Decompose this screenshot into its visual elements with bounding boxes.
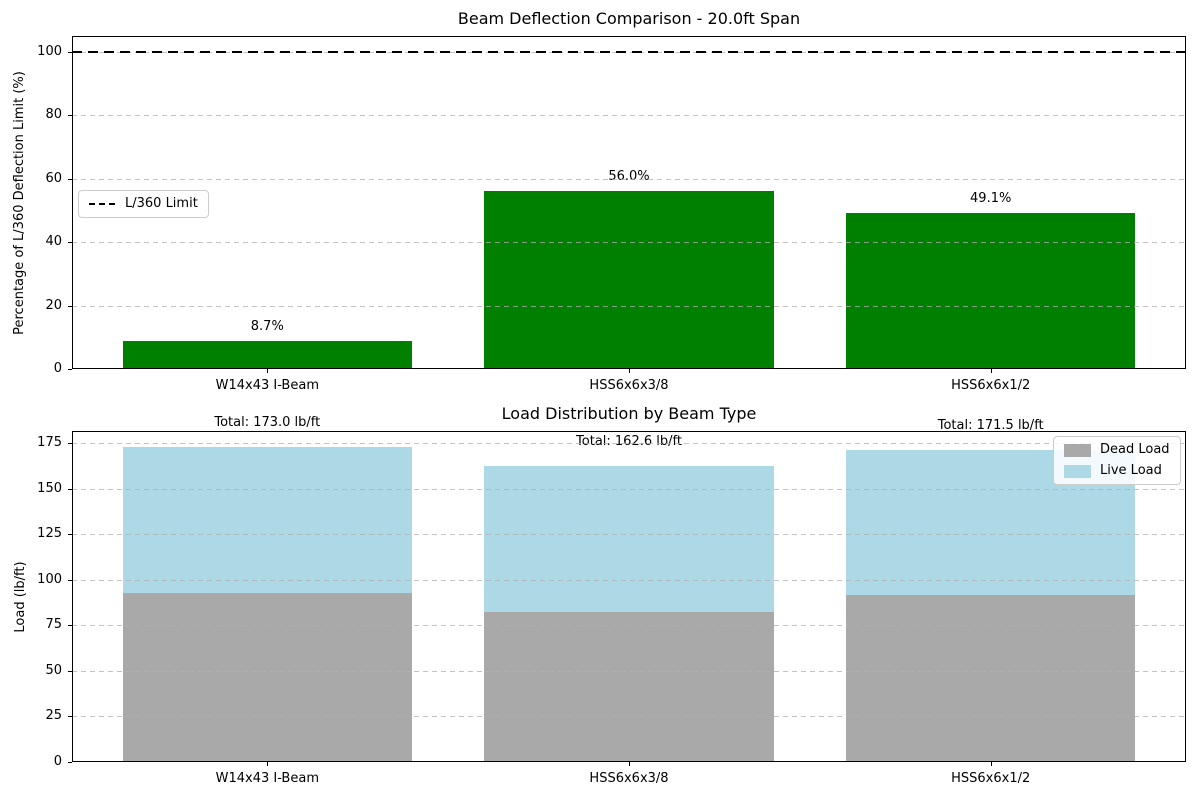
bar-value-label: 8.7% [250, 319, 284, 335]
total-label: Total: 173.0 lb/ft [214, 415, 321, 431]
legend-label: Live Load [1100, 463, 1162, 478]
bar [846, 213, 1136, 369]
gridline [72, 242, 1186, 244]
legend-label: L/360 Limit [125, 196, 198, 211]
y-tick-mark [68, 670, 72, 672]
legend-label: Dead Load [1100, 442, 1170, 457]
gridline [72, 579, 1186, 581]
x-tick-mark [990, 369, 992, 373]
x-tick-label: HSS6x6x1/2 [951, 771, 1031, 786]
y-tick-mark [68, 579, 72, 581]
y-tick-label: 20 [45, 297, 62, 313]
legend-swatch-icon [1064, 443, 1091, 457]
y-tick-label: 60 [45, 170, 62, 186]
x-tick-mark [267, 369, 269, 373]
y-tick-mark [68, 534, 72, 536]
y-tick-mark [68, 443, 72, 445]
legend: L/360 Limit [78, 190, 209, 218]
x-tick-mark [990, 762, 992, 766]
limit-line [72, 50, 1186, 53]
bar-value-label: 49.1% [970, 191, 1012, 207]
x-tick-mark [629, 762, 630, 766]
legend-swatch-icon [1064, 464, 1091, 478]
legend-entry: L/360 Limit [89, 196, 198, 212]
y-tick-mark [68, 488, 72, 490]
y-tick-mark [68, 369, 72, 370]
y-tick-label: 150 [37, 480, 62, 496]
bar [122, 341, 412, 369]
y-tick-mark [68, 51, 72, 53]
stacked-bar-segment [122, 446, 412, 593]
stacked-bar-segment [846, 595, 1136, 762]
stacked-bar-segment [484, 465, 774, 612]
x-tick-label: HSS6x6x3/8 [589, 378, 669, 393]
gridline [72, 443, 1186, 445]
gridline [72, 115, 1186, 117]
y-tick-label: 175 [37, 435, 62, 451]
x-tick-label: W14x43 I-Beam [215, 771, 319, 786]
gridline [72, 670, 1186, 672]
y-tick-label: 80 [45, 107, 62, 123]
gridline [72, 716, 1186, 718]
x-tick-label: HSS6x6x3/8 [589, 771, 669, 786]
y-tick-label: 75 [45, 617, 62, 633]
x-tick-label: W14x43 I-Beam [215, 378, 319, 393]
legend-dash-icon [89, 203, 116, 205]
bar-value-label: 56.0% [608, 169, 650, 185]
y-tick-label: 100 [37, 571, 62, 587]
y-tick-label: 40 [45, 234, 62, 250]
gridline [72, 488, 1186, 490]
y-tick-label: 50 [45, 662, 62, 678]
y-tick-mark [68, 115, 72, 117]
y-tick-label: 25 [45, 708, 62, 724]
y-tick-mark [68, 242, 72, 244]
y-tick-mark [68, 625, 72, 627]
x-tick-mark [629, 369, 630, 373]
y-tick-label: 0 [53, 361, 62, 376]
y-tick-label: 100 [37, 43, 62, 59]
gridline [72, 305, 1186, 307]
deflection-chart-title: Beam Deflection Comparison - 20.0ft Span [457, 9, 801, 28]
y-tick-mark [68, 762, 72, 763]
gridline [72, 625, 1186, 627]
y-tick-mark [68, 178, 72, 180]
legend-entry: Dead Load [1064, 442, 1170, 458]
gridline [72, 178, 1186, 180]
stacked-bar-segment [122, 592, 412, 762]
legend-entry: Live Load [1064, 463, 1170, 479]
bar [484, 191, 774, 369]
x-tick-mark [267, 762, 269, 766]
legend: Dead Load Live Load [1053, 436, 1181, 485]
total-label: Total: 162.6 lb/ft [576, 434, 682, 450]
y-tick-mark [68, 716, 72, 718]
x-tick-label: HSS6x6x1/2 [951, 378, 1031, 393]
y-tick-label: 125 [37, 526, 62, 542]
total-label: Total: 171.5 lb/ft [937, 418, 1044, 434]
stacked-bar-segment [484, 611, 774, 762]
gridline [72, 534, 1186, 536]
y-tick-label: 0 [53, 754, 62, 769]
load-chart-title: Load Distribution by Beam Type [501, 404, 757, 423]
y-tick-mark [68, 305, 72, 307]
